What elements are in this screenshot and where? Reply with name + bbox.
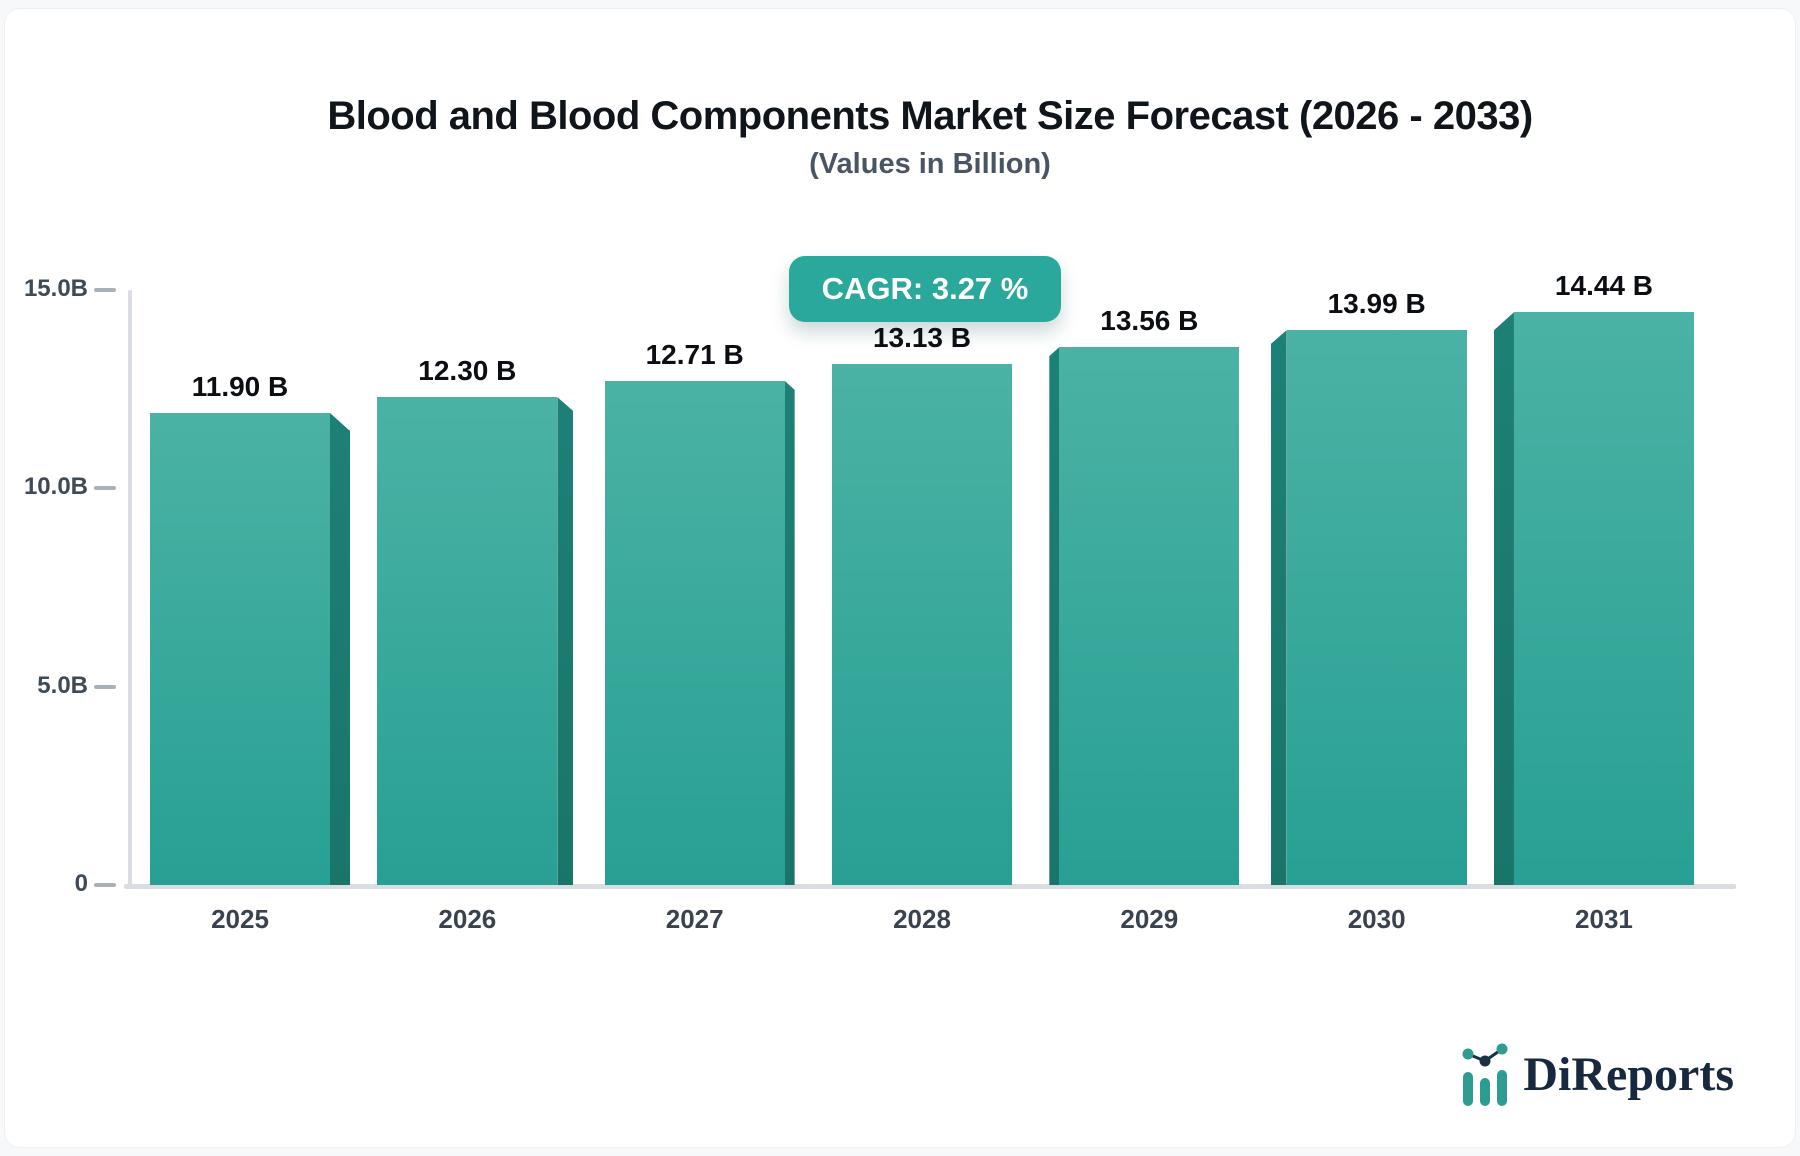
bar-side-3d-2031 [1493,312,1514,885]
bar-2027[interactable] [604,380,785,885]
bar-value-label: 12.30 B [418,355,517,387]
chart-title: Blood and Blood Components Market Size F… [327,94,1533,138]
bar-2025[interactable] [150,412,330,885]
bar-value-label: 14.44 B [1554,270,1653,302]
y-axis-tick [94,684,116,689]
x-axis-line [124,884,1736,889]
y-axis-tick [94,486,116,491]
bar-side-3d-2025 [330,412,350,885]
bar-value-label: 13.99 B [1327,288,1426,320]
x-axis-category-label: 2026 [438,904,497,934]
brand-logo-text: DiReports [1523,1048,1734,1101]
y-axis-tick-label: 0 [74,870,88,897]
bar-2031[interactable] [1513,312,1694,885]
y-axis-tick [94,883,116,887]
y-axis-tick-label: 10.0B [23,473,88,501]
y-axis-tick-label: 15.0B [23,275,88,302]
y-axis-tick [94,288,116,292]
bar-value-label: 11.90 B [191,370,289,402]
bar-2030[interactable] [1286,330,1467,885]
bar-2029[interactable] [1059,347,1240,885]
brand-logo: DiReports [1461,1040,1734,1110]
bar-side-3d-2030 [1270,330,1287,885]
x-axis-category-label: 2029 [1120,904,1179,934]
x-axis-category-label: 2027 [665,904,724,934]
bar-2028[interactable] [831,364,1012,885]
bar-side-3d-2029 [1049,347,1060,885]
bar-value-label: 13.13 B [872,322,972,354]
y-axis-line [128,290,132,888]
bar-value-label: 13.56 B [1100,305,1199,337]
x-axis-category-label: 2031 [1575,904,1633,934]
x-axis-category-label: 2025 [211,904,269,934]
bar-2026[interactable] [377,397,558,885]
y-axis-tick-label: 5.0B [37,671,88,699]
bar-value-label: 12.71 B [645,338,744,370]
cagr-badge: CAGR: 3.27 % [789,256,1061,322]
bar-side-3d-2026 [557,397,574,885]
mini-bar-chart-icon [1462,1043,1508,1106]
bar-side-3d-2027 [784,380,795,885]
chart-subtitle: (Values in Billion) [809,148,1051,180]
x-axis-category-label: 2028 [893,904,951,934]
x-axis-category-label: 2030 [1347,904,1406,934]
cagr-badge-label: CAGR: 3.27 % [821,271,1029,306]
